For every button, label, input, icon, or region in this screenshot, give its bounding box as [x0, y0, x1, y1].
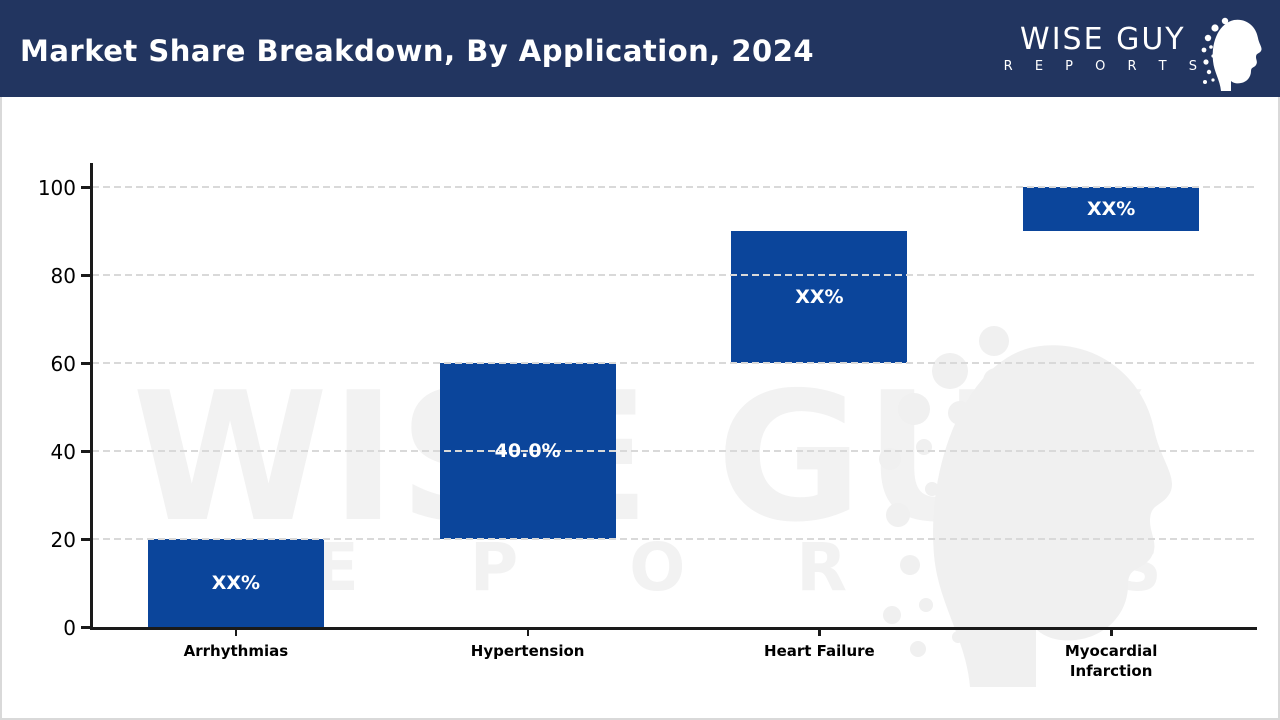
bar-value-label: 40.0% — [494, 440, 561, 462]
header-bar: Market Share Breakdown, By Application, … — [0, 0, 1280, 97]
y-tick-label-80: 80 — [50, 264, 76, 288]
y-tick-100 — [81, 186, 90, 189]
chart-canvas: WISE GUY R E P O R T S — [0, 97, 1280, 720]
x-tick-label-arrhythmias: Arrhythmias — [183, 642, 289, 660]
dotted-head-icon — [1200, 14, 1266, 96]
logo-wordmark: WISE GUY R E P O R T S — [1000, 22, 1206, 74]
x-tick-1 — [234, 627, 238, 636]
bar-value-label: XX% — [1086, 198, 1136, 220]
x-tick-2 — [526, 627, 530, 636]
x-tick-label-heart-failure: Heart Failure — [764, 642, 875, 660]
y-tick-label-40: 40 — [50, 440, 76, 464]
bar-value-label: XX% — [795, 286, 844, 308]
x-tick-label-myocardial-infarction: Myocardial Infarction — [1064, 642, 1158, 681]
y-gridline-80 — [92, 274, 1257, 276]
x-tick-4 — [1110, 627, 1113, 636]
page-title: Market Share Breakdown, By Application, … — [20, 34, 815, 68]
bar-myocardial-infarction — [1023, 187, 1200, 231]
y-gridline-40 — [92, 450, 1257, 452]
y-gridline-60 — [92, 362, 1257, 364]
x-axis-spine — [90, 627, 1257, 630]
y-tick-20 — [81, 538, 90, 541]
y-axis-spine — [90, 163, 93, 629]
bar-value-label: XX% — [211, 572, 261, 594]
x-tick-3 — [818, 627, 821, 636]
y-gridline-20 — [92, 538, 1257, 540]
watermark-dotted-head-icon — [874, 319, 1194, 693]
y-tick-80 — [81, 274, 90, 277]
y-tick-label-60: 60 — [50, 352, 76, 376]
logo: WISE GUY R E P O R T S — [1004, 8, 1266, 92]
y-tick-label-0: 0 — [63, 616, 76, 640]
y-tick-40 — [81, 450, 90, 453]
y-gridline-100 — [92, 186, 1257, 188]
logo-wordmark-line2: R E P O R T S — [1003, 59, 1206, 74]
y-tick-label-100: 100 — [37, 176, 76, 200]
x-tick-label-hypertension: Hypertension — [470, 642, 585, 660]
bar-arrhythmias — [147, 539, 324, 627]
y-tick-label-20: 20 — [50, 528, 76, 552]
y-tick-0 — [81, 626, 90, 629]
y-tick-60 — [81, 362, 90, 365]
bar-heart-failure — [731, 231, 908, 363]
logo-wordmark-line1: WISE GUY — [1020, 22, 1186, 57]
